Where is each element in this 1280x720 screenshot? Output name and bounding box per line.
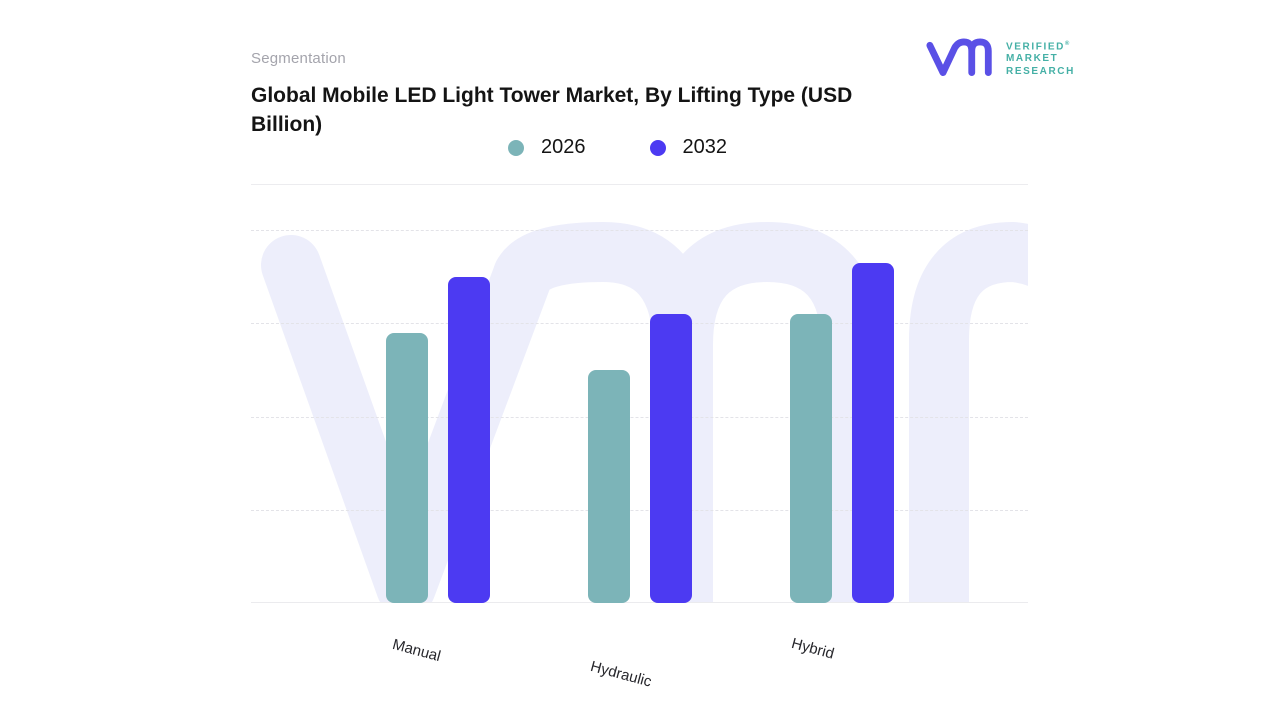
gridline (251, 416, 1028, 418)
legend-label-2032: 2032 (682, 136, 728, 158)
legend-item-2032[interactable]: 2032 (649, 136, 728, 159)
x-axis-label-hybrid: Hybrid (789, 635, 836, 663)
logo-line-research: RESEARCH (1006, 65, 1075, 77)
vmr-logo-text: VERIFIED® MARKET RESEARCH (1006, 38, 1075, 79)
watermark-m-arch2 (653, 222, 881, 603)
legend-item-2026[interactable]: 2026 (508, 136, 586, 159)
legend-swatch-2032 (649, 139, 666, 156)
bar-2032-hydraulic[interactable] (649, 313, 692, 603)
bar-2032-hybrid[interactable] (852, 262, 894, 603)
logo-line-market: MARKET (1006, 53, 1059, 65)
vmr-watermark (261, 222, 1028, 603)
logo-line-verified: VERIFIED (1006, 40, 1065, 52)
chart-legend: 2026 2032 (508, 136, 727, 159)
legend-swatch-2026 (508, 139, 524, 156)
gridline (251, 230, 1028, 231)
chart-title: Global Mobile LED Light Tower Market, By… (251, 84, 853, 136)
vmr-logo-mark-icon (926, 38, 992, 77)
plot-area (251, 185, 1028, 603)
gridline (251, 509, 1028, 511)
x-axis-line (251, 602, 1028, 603)
watermark-r (909, 222, 1028, 603)
gridline (251, 323, 1028, 325)
bar-2026-hybrid[interactable] (790, 313, 832, 603)
bar-2026-manual[interactable] (386, 332, 428, 603)
header-divider (251, 184, 1028, 185)
x-axis-label-hydraulic: Hydraulic (588, 658, 654, 691)
x-axis-label-manual: Manual (390, 636, 443, 666)
bar-2026-hydraulic[interactable] (587, 369, 630, 603)
vmr-logo: VERIFIED® MARKET RESEARCH (924, 34, 1075, 82)
bar-2032-manual[interactable] (448, 276, 490, 603)
registered-mark: ® (1064, 40, 1070, 47)
segmentation-label: Segmentation (251, 50, 346, 67)
legend-label-2026: 2026 (541, 136, 586, 158)
